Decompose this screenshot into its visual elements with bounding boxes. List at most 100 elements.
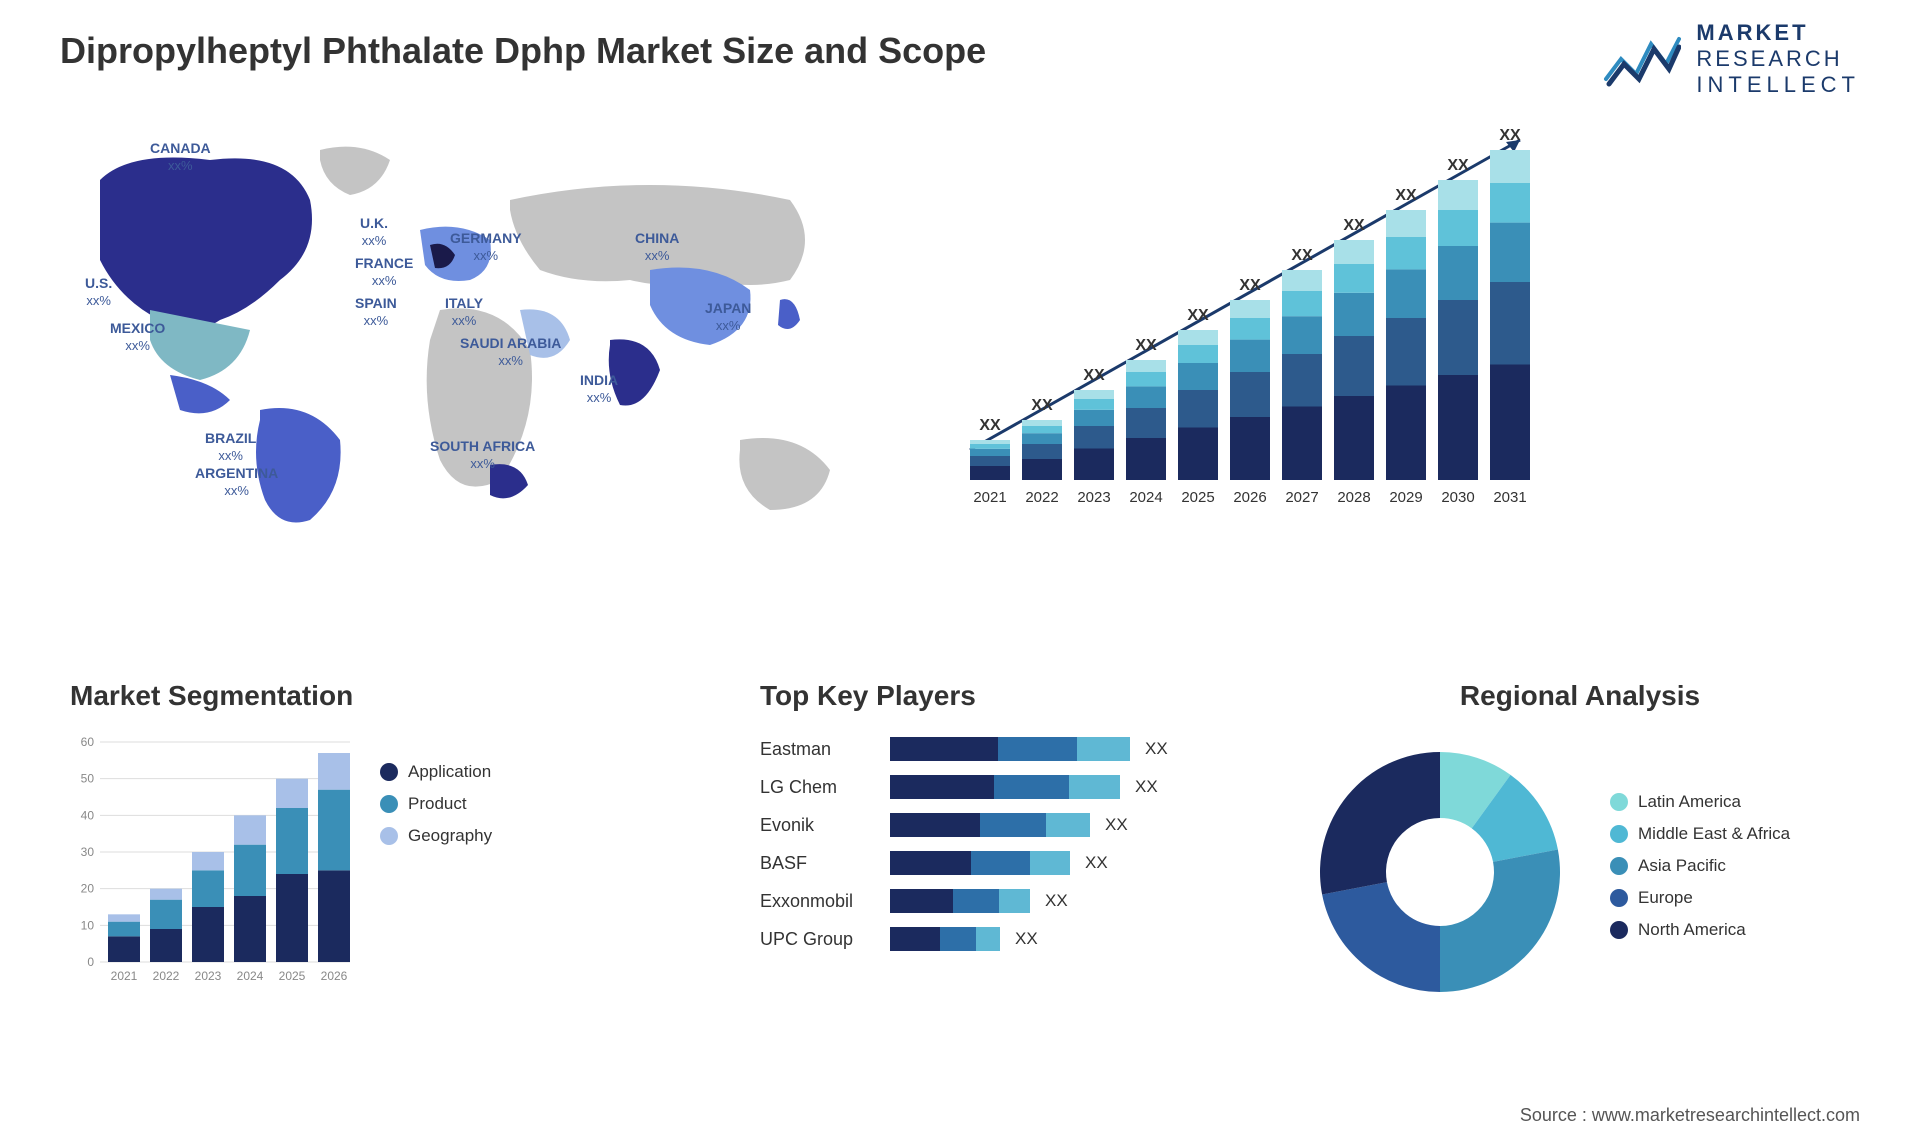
player-value: XX [1015,929,1038,949]
player-bar [890,737,1130,761]
player-row: UPC Group XX [760,927,1240,951]
logo-line-1: MARKET [1696,20,1860,46]
svg-text:XX: XX [1239,277,1261,294]
svg-text:XX: XX [1395,187,1417,204]
svg-text:XX: XX [979,417,1001,434]
svg-text:10: 10 [81,918,95,932]
player-label: BASF [760,853,890,874]
svg-text:XX: XX [1447,157,1469,174]
legend-item: Latin America [1610,792,1790,812]
key-players-title: Top Key Players [760,680,1240,712]
map-label: U.K.xx% [360,215,388,249]
svg-text:2023: 2023 [1077,489,1110,506]
svg-text:30: 30 [81,845,95,859]
svg-text:40: 40 [81,808,95,822]
map-label: CANADAxx% [150,140,211,174]
svg-text:2022: 2022 [153,969,180,983]
player-bar [890,889,1030,913]
world-map: CANADAxx% U.S.xx% MEXICOxx% BRAZILxx%ARGENT… [50,120,920,540]
player-row: LG Chem XX [760,775,1240,799]
player-label: Exxonmobil [760,891,890,912]
svg-text:XX: XX [1187,307,1209,324]
key-players-section: Top Key Players EastmanXXLG ChemXXEvonik… [760,680,1240,1030]
svg-text:2023: 2023 [195,969,222,983]
source-attribution: Source : www.marketresearchintellect.com [1520,1105,1860,1126]
map-label: SOUTH AFRICAxx% [430,438,535,472]
main-growth-chart: XX 2021 XX 2022 XX 2023 XX 2024 XX 2025 XX 2026 XX 20… [960,120,1540,520]
player-value: XX [1105,815,1128,835]
player-bar [890,813,1090,837]
logo-icon [1601,29,1681,89]
player-value: XX [1085,853,1108,873]
svg-text:50: 50 [81,772,95,786]
map-label: GERMANYxx% [450,230,522,264]
map-label: BRAZILxx% [205,430,256,464]
map-label: SPAINxx% [355,295,397,329]
svg-text:2021: 2021 [111,969,138,983]
svg-text:2024: 2024 [237,969,264,983]
svg-text:2031: 2031 [1493,489,1526,506]
svg-text:20: 20 [81,882,95,896]
player-row: Evonik XX [760,813,1240,837]
svg-text:XX: XX [1499,127,1521,144]
svg-text:2030: 2030 [1441,489,1474,506]
svg-text:XX: XX [1291,247,1313,264]
segmentation-chart: 0 10 20 30 40 50 60 2021 2022 2023 2024 2025 2026 [70,732,360,992]
player-value: XX [1045,891,1068,911]
player-label: Evonik [760,815,890,836]
legend-item: Application [380,762,492,782]
map-label: INDIAxx% [580,372,618,406]
player-value: XX [1145,739,1168,759]
player-value: XX [1135,777,1158,797]
svg-text:2021: 2021 [973,489,1006,506]
legend-item: North America [1610,920,1790,940]
map-label: U.S.xx% [85,275,112,309]
player-row: Exxonmobil XX [760,889,1240,913]
market-segmentation-section: Market Segmentation 0 10 20 30 40 50 60 2021 202… [70,680,540,1030]
legend-item: Europe [1610,888,1790,908]
svg-text:2026: 2026 [1233,489,1266,506]
player-row: BASF XX [760,851,1240,875]
logo-line-3: INTELLECT [1696,72,1860,98]
regional-donut-chart [1300,732,1580,1012]
svg-text:2029: 2029 [1389,489,1422,506]
svg-text:2024: 2024 [1129,489,1162,506]
map-label: SAUDI ARABIAxx% [460,335,561,369]
player-bar [890,775,1120,799]
legend-item: Asia Pacific [1610,856,1790,876]
player-bar [890,927,1000,951]
svg-text:XX: XX [1031,397,1053,414]
svg-text:2025: 2025 [1181,489,1214,506]
map-label: CHINAxx% [635,230,679,264]
page-title: Dipropylheptyl Phthalate Dphp Market Siz… [60,30,986,72]
player-label: LG Chem [760,777,890,798]
svg-text:2026: 2026 [321,969,348,983]
svg-text:2028: 2028 [1337,489,1370,506]
player-row: Eastman XX [760,737,1240,761]
svg-text:XX: XX [1135,337,1157,354]
logo-line-2: RESEARCH [1696,46,1860,72]
player-label: UPC Group [760,929,890,950]
legend-item: Geography [380,826,492,846]
brand-logo: MARKET RESEARCH INTELLECT [1601,20,1860,98]
svg-text:0: 0 [87,955,94,969]
svg-text:2022: 2022 [1025,489,1058,506]
svg-text:XX: XX [1083,367,1105,384]
map-label: FRANCExx% [355,255,413,289]
svg-text:2027: 2027 [1285,489,1318,506]
regional-title: Regional Analysis [1300,680,1860,712]
player-label: Eastman [760,739,890,760]
segmentation-legend: ApplicationProductGeography [380,762,492,858]
regional-legend: Latin America Middle East & Africa Asia Pa… [1610,792,1790,952]
map-label: MEXICOxx% [110,320,165,354]
player-bar [890,851,1070,875]
map-label: JAPANxx% [705,300,751,334]
map-label: ARGENTINAxx% [195,465,278,499]
svg-text:XX: XX [1343,217,1365,234]
svg-text:60: 60 [81,735,95,749]
svg-text:2025: 2025 [279,969,306,983]
regional-analysis-section: Regional Analysis Latin America Middle Ea… [1300,680,1860,1030]
segmentation-title: Market Segmentation [70,680,540,712]
legend-item: Middle East & Africa [1610,824,1790,844]
map-label: ITALYxx% [445,295,483,329]
